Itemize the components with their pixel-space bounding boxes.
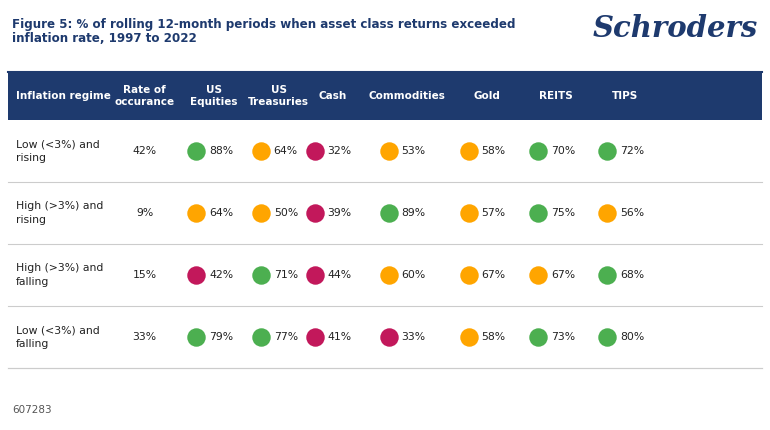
Point: [463, 272, 475, 279]
Text: 58%: 58%: [482, 332, 506, 342]
Point: [309, 334, 321, 341]
Text: 39%: 39%: [328, 208, 352, 218]
Point: [190, 147, 203, 154]
Text: Inflation regime: Inflation regime: [16, 91, 111, 101]
Text: High (>3%) and
rising: High (>3%) and rising: [16, 201, 103, 224]
Text: Low (<3%) and
falling: Low (<3%) and falling: [16, 326, 100, 349]
Text: 64%: 64%: [274, 146, 298, 156]
Bar: [8, 72, 762, 120]
Point: [463, 209, 475, 216]
Point: [532, 209, 544, 216]
Point: [601, 147, 614, 154]
Bar: [8, 244, 762, 306]
Text: Low (<3%) and
rising: Low (<3%) and rising: [16, 139, 100, 163]
Point: [383, 147, 395, 154]
Point: [383, 334, 395, 341]
Point: [190, 334, 203, 341]
Point: [255, 272, 267, 279]
Text: 60%: 60%: [402, 270, 426, 280]
Text: 33%: 33%: [132, 332, 157, 342]
Text: 15%: 15%: [132, 270, 157, 280]
Text: 56%: 56%: [621, 208, 644, 218]
Text: inflation rate, 1997 to 2022: inflation rate, 1997 to 2022: [12, 32, 197, 45]
Point: [383, 272, 395, 279]
Text: 89%: 89%: [402, 208, 426, 218]
Point: [309, 209, 321, 216]
Text: 71%: 71%: [274, 270, 298, 280]
Point: [601, 272, 614, 279]
Text: US
Equities: US Equities: [190, 85, 238, 107]
Text: 44%: 44%: [328, 270, 352, 280]
Point: [463, 147, 475, 154]
Text: TIPS: TIPS: [612, 91, 638, 101]
Text: 58%: 58%: [482, 146, 506, 156]
Text: Commodities: Commodities: [368, 91, 445, 101]
Text: 53%: 53%: [402, 146, 426, 156]
Point: [190, 209, 203, 216]
Point: [383, 209, 395, 216]
Point: [255, 147, 267, 154]
Point: [309, 272, 321, 279]
Bar: [8, 120, 762, 182]
Text: Rate of
occurance: Rate of occurance: [115, 85, 175, 107]
Point: [255, 209, 267, 216]
Point: [532, 147, 544, 154]
Text: 33%: 33%: [402, 332, 426, 342]
Text: Schroders: Schroders: [593, 14, 758, 43]
Text: Cash: Cash: [319, 91, 346, 101]
Text: Figure 5: % of rolling 12-month periods when asset class returns exceeded: Figure 5: % of rolling 12-month periods …: [12, 18, 515, 31]
Text: 70%: 70%: [551, 146, 575, 156]
Point: [309, 147, 321, 154]
Text: 50%: 50%: [274, 208, 298, 218]
Point: [190, 272, 203, 279]
Text: 57%: 57%: [482, 208, 506, 218]
Text: 9%: 9%: [136, 208, 153, 218]
Point: [463, 334, 475, 341]
Text: High (>3%) and
falling: High (>3%) and falling: [16, 264, 103, 287]
Text: 64%: 64%: [209, 208, 233, 218]
Text: 79%: 79%: [209, 332, 233, 342]
Text: 88%: 88%: [209, 146, 233, 156]
Text: 42%: 42%: [209, 270, 233, 280]
Text: 67%: 67%: [551, 270, 575, 280]
Bar: [8, 306, 762, 368]
Text: 68%: 68%: [621, 270, 644, 280]
Point: [255, 334, 267, 341]
Text: REITS: REITS: [539, 91, 573, 101]
Point: [601, 334, 614, 341]
Bar: [8, 182, 762, 244]
Text: 77%: 77%: [274, 332, 298, 342]
Text: Gold: Gold: [474, 91, 500, 101]
Text: 607283: 607283: [12, 405, 52, 415]
Text: 80%: 80%: [621, 332, 644, 342]
Text: 42%: 42%: [132, 146, 157, 156]
Text: US
Treasuries: US Treasuries: [248, 85, 310, 107]
Point: [532, 272, 544, 279]
Text: 67%: 67%: [482, 270, 506, 280]
Point: [532, 334, 544, 341]
Text: 72%: 72%: [621, 146, 644, 156]
Text: 32%: 32%: [328, 146, 352, 156]
Text: 41%: 41%: [328, 332, 352, 342]
Text: 75%: 75%: [551, 208, 575, 218]
Point: [601, 209, 614, 216]
Text: 73%: 73%: [551, 332, 575, 342]
